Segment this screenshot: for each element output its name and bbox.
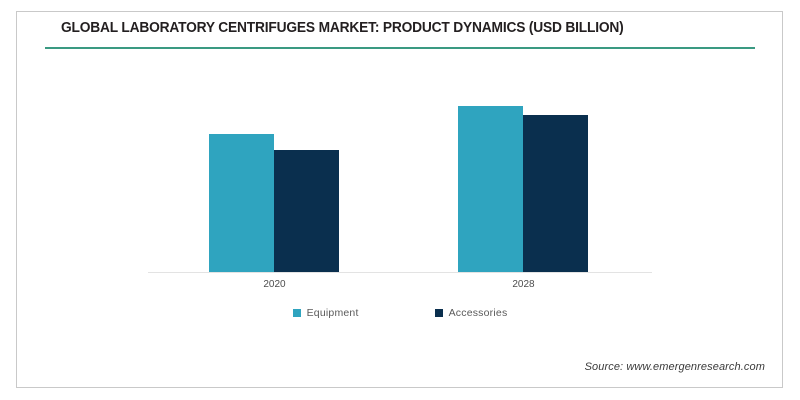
x-axis-label-2028: 2028 (512, 279, 535, 290)
bar-group-2028 (458, 92, 589, 272)
legend-swatch-equipment (292, 309, 301, 317)
legend-swatch-accessories (434, 309, 443, 317)
legend-label-equipment: Equipment (306, 307, 359, 319)
legend-label-accessories: Accessories (448, 307, 508, 319)
legend-item-equipment[interactable]: Equipment (292, 307, 359, 319)
chart-frame (16, 11, 783, 388)
page-title: GLOBAL LABORATORY CENTRIFUGES MARKET: PR… (61, 20, 624, 36)
bar-group-2020 (209, 92, 340, 272)
x-axis-line (148, 272, 652, 273)
x-axis-label-2020: 2020 (263, 279, 286, 290)
bar-2028-accessories[interactable] (523, 115, 588, 272)
source-attribution: Source: www.emergenresearch.com (584, 361, 765, 373)
legend-item-accessories[interactable]: Accessories (434, 307, 508, 319)
title-underline-rule (45, 47, 755, 49)
bar-2020-accessories[interactable] (274, 150, 339, 272)
bar-2028-equipment[interactable] (458, 105, 523, 272)
chart-legend: Equipment Accessories (0, 307, 800, 319)
bar-2020-equipment[interactable] (209, 133, 274, 272)
